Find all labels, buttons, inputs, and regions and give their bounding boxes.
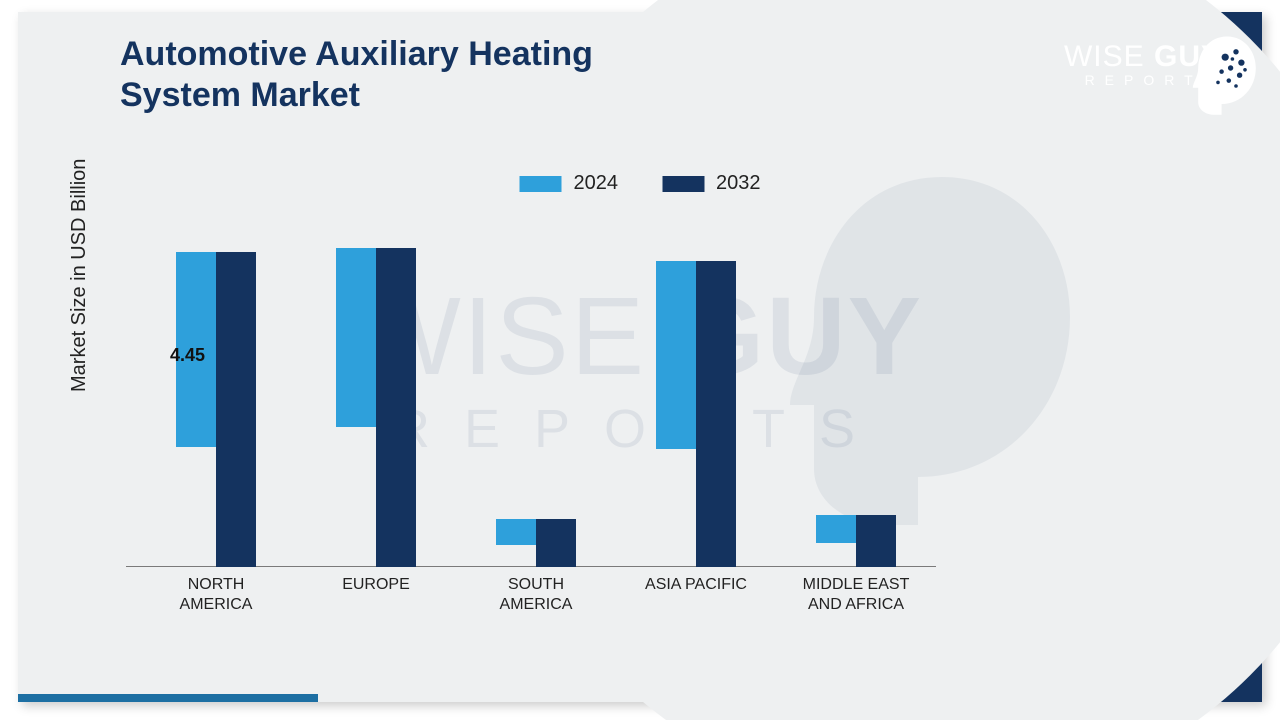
category-label: EUROPE xyxy=(311,575,441,595)
legend: 2024 2032 xyxy=(520,172,761,195)
bar-2032 xyxy=(856,515,896,568)
bar-2024 xyxy=(496,519,536,545)
bar-group: NORTH AMERICA4.45 xyxy=(136,252,296,567)
category-label: SOUTH AMERICA xyxy=(471,575,601,615)
bar-2024 xyxy=(336,248,376,427)
bar-2032 xyxy=(376,248,416,567)
chart-panel: WISE GUY REPORTS Automotive Auxiliary He… xyxy=(18,12,1262,702)
legend-item-2024: 2024 xyxy=(520,172,619,195)
legend-swatch-2032 xyxy=(662,176,704,192)
bar-group: EUROPE xyxy=(296,248,456,567)
bar-group: MIDDLE EAST AND AFRICA xyxy=(776,515,936,568)
brand-text-b: GUY xyxy=(1154,40,1222,73)
brand-logo: WISE GUY REPORTS xyxy=(1064,40,1222,88)
legend-swatch-2024 xyxy=(520,176,562,192)
bar-2032 xyxy=(696,261,736,567)
bottom-accent xyxy=(18,694,318,702)
category-label: MIDDLE EAST AND AFRICA xyxy=(791,575,921,615)
bar-2032 xyxy=(536,519,576,567)
value-label: 4.45 xyxy=(170,345,205,366)
bar-2024 xyxy=(816,515,856,543)
bar-group: SOUTH AMERICA xyxy=(456,519,616,567)
brand-sub: REPORTS xyxy=(1064,72,1222,88)
category-label: NORTH AMERICA xyxy=(151,575,281,615)
brand-text-a: WISE xyxy=(1064,40,1145,73)
y-axis-label: Market Size in USD Billion xyxy=(68,159,91,392)
legend-label-2024: 2024 xyxy=(574,172,619,195)
category-label: ASIA PACIFIC xyxy=(631,575,761,595)
legend-item-2032: 2032 xyxy=(662,172,761,195)
bar-group: ASIA PACIFIC xyxy=(616,261,776,567)
stage: WISE GUY REPORTS Automotive Auxiliary He… xyxy=(0,0,1280,720)
legend-label-2032: 2032 xyxy=(716,172,761,195)
bar-2032 xyxy=(216,252,256,567)
bar-2024 xyxy=(656,261,696,449)
chart-title: Automotive Auxiliary Heating System Mark… xyxy=(120,34,720,116)
plot-area: NORTH AMERICA4.45EUROPESOUTH AMERICAASIA… xyxy=(126,217,936,567)
